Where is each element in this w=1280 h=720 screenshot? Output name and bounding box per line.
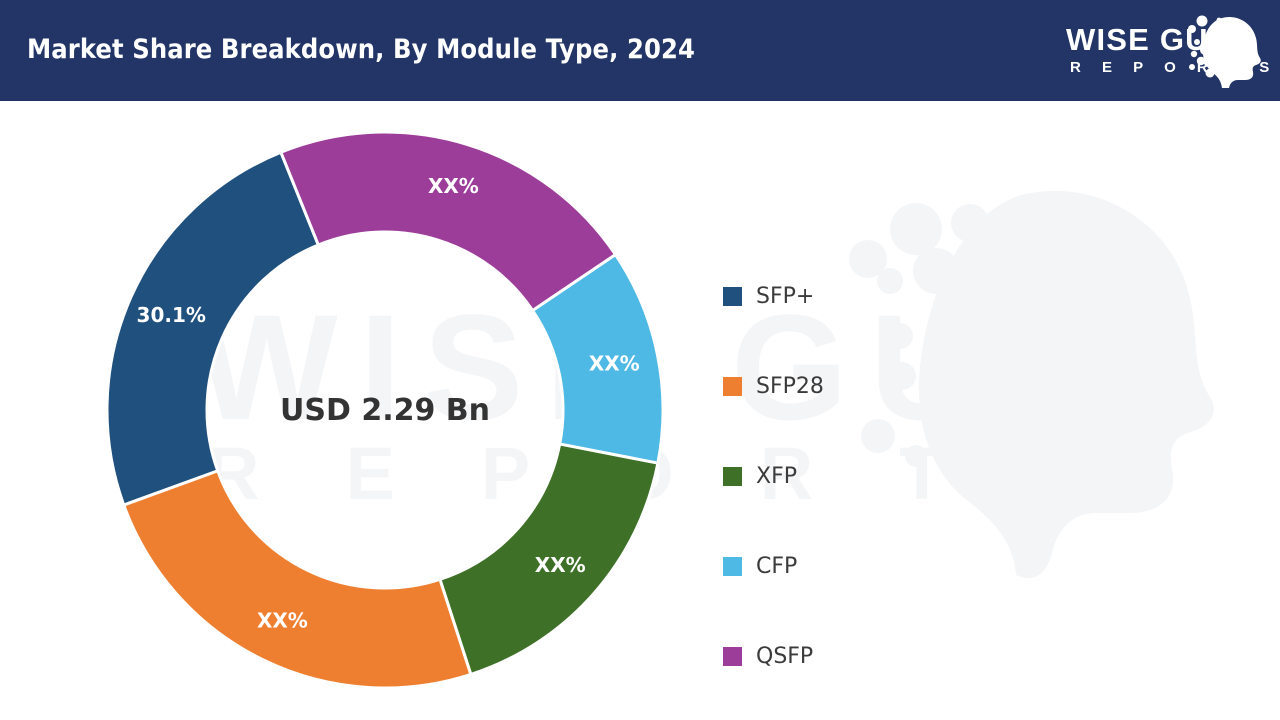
legend-swatch-icon xyxy=(723,286,742,306)
legend-item-qsfp[interactable]: QSFP xyxy=(723,611,943,701)
slice-value-label: XX% xyxy=(428,174,479,198)
legend-item-label: CFP xyxy=(756,553,798,579)
legend-item-label: XFP xyxy=(756,463,797,489)
donut-slice-qsfp[interactable] xyxy=(278,130,618,313)
wiseguy-head-logo-icon xyxy=(1188,15,1261,88)
donut-slices xyxy=(105,130,665,690)
slice-value-label: XX% xyxy=(589,351,640,375)
legend-swatch-icon xyxy=(723,466,742,486)
slice-value-label: XX% xyxy=(535,553,586,577)
slice-value-label: XX% xyxy=(257,608,308,632)
legend-item-xfp[interactable]: XFP xyxy=(723,431,943,521)
legend-item-label: SFP28 xyxy=(756,373,824,399)
chart-legend: SFP+ SFP28 XFP CFP QSFP xyxy=(723,251,943,701)
donut-slice-labels: 30.1% XX% XX% XX% XX% xyxy=(137,174,640,632)
legend-item-label: SFP+ xyxy=(756,283,815,309)
donut-slice-xfp[interactable] xyxy=(438,442,660,677)
chart-body: WISE GUY REPORTS xyxy=(0,101,1280,720)
legend-item-sfpplus[interactable]: SFP+ xyxy=(723,251,943,341)
donut-slice-sfp28[interactable] xyxy=(121,468,473,690)
legend-item-cfp[interactable]: CFP xyxy=(723,521,943,611)
brand-logo: WISE GUY R E P O R T S xyxy=(1022,8,1272,94)
donut-slice-sfpplus[interactable] xyxy=(105,150,321,508)
legend-swatch-icon xyxy=(723,646,742,666)
legend-item-sfp28[interactable]: SFP28 xyxy=(723,341,943,431)
page-title: Market Share Breakdown, By Module Type, … xyxy=(27,34,695,65)
donut-slice-cfp[interactable] xyxy=(530,252,665,465)
donut-chart: 30.1% XX% XX% XX% XX% xyxy=(105,130,665,690)
legend-item-label: QSFP xyxy=(756,643,814,669)
slice-value-label: 30.1% xyxy=(137,303,206,327)
page-header: Market Share Breakdown, By Module Type, … xyxy=(0,0,1280,101)
legend-swatch-icon xyxy=(723,556,742,576)
legend-swatch-icon xyxy=(723,376,742,396)
